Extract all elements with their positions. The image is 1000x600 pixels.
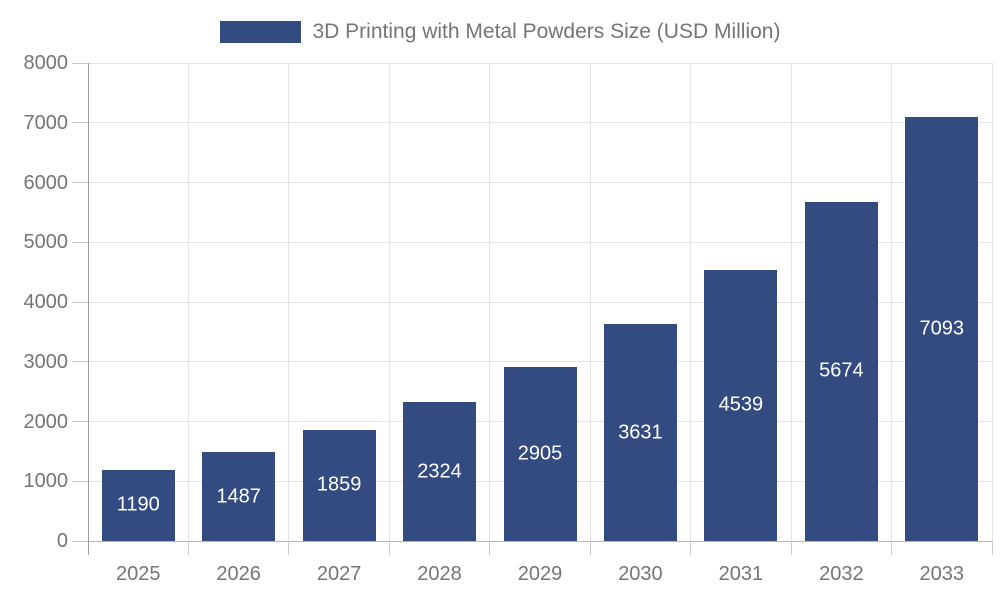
y-axis-label: 7000 — [23, 111, 69, 134]
bar[interactable] — [101, 469, 175, 541]
bar[interactable] — [202, 452, 276, 541]
x-gridline — [187, 63, 189, 541]
x-axis-label: 2028 — [417, 563, 462, 585]
bar-value-label: 4539 — [718, 393, 764, 416]
x-axis-label: 2033 — [919, 563, 965, 585]
y-axis-label: 2000 — [23, 410, 69, 433]
x-gridline — [288, 63, 290, 541]
y-gridline — [88, 241, 992, 243]
y-axis-tick — [72, 540, 88, 542]
bar[interactable] — [403, 402, 477, 541]
bar-value-label: 1859 — [316, 473, 362, 496]
x-gridline — [388, 63, 390, 541]
y-axis-label: 0 — [56, 530, 68, 552]
x-gridline — [891, 63, 893, 541]
x-axis-tick — [690, 541, 692, 555]
x-axis-label: 2032 — [819, 563, 864, 585]
y-gridline — [88, 122, 992, 124]
y-gridline — [88, 182, 992, 183]
bar[interactable] — [603, 324, 677, 541]
x-axis-label: 2025 — [115, 563, 161, 585]
y-axis-label: 3000 — [23, 350, 69, 373]
bar-value-label: 7093 — [919, 317, 965, 340]
x-axis-label: 2026 — [216, 563, 261, 585]
y-gridline — [88, 301, 992, 303]
x-gridline — [790, 63, 792, 541]
legend[interactable]: 3D Printing with Metal Powders Size (USD… — [0, 20, 1000, 44]
x-axis-label: 2029 — [517, 563, 563, 585]
x-axis-tick — [589, 541, 591, 555]
y-axis-tick — [72, 122, 88, 124]
y-axis-tick — [72, 62, 88, 64]
y-axis-tick — [72, 301, 88, 303]
x-axis-tick — [891, 541, 893, 555]
bar[interactable] — [804, 201, 878, 541]
y-axis-tick — [72, 182, 88, 183]
bar[interactable] — [905, 117, 979, 541]
y-axis-label: 1000 — [23, 470, 69, 493]
x-axis-tick — [489, 541, 491, 555]
bar[interactable] — [302, 429, 376, 541]
y-axis-tick — [72, 480, 88, 482]
bar-value-label: 3631 — [618, 421, 663, 444]
x-axis-label: 2030 — [618, 563, 663, 585]
x-axis-label: 2031 — [718, 563, 764, 585]
x-axis-tick — [991, 541, 993, 555]
y-axis-label: 5000 — [23, 231, 69, 254]
y-axis-tick — [72, 241, 88, 243]
legend-swatch — [219, 21, 301, 43]
x-gridline — [690, 63, 692, 541]
y-gridline — [88, 540, 992, 542]
x-axis-label: 2027 — [316, 563, 362, 585]
bar[interactable] — [503, 367, 577, 541]
bar-value-label: 1487 — [216, 485, 261, 508]
bar-value-label: 1190 — [116, 493, 160, 516]
bar-value-label: 5674 — [819, 359, 864, 382]
x-gridline — [991, 63, 993, 541]
y-gridline — [88, 62, 992, 64]
y-axis-label: 4000 — [23, 291, 69, 313]
y-gridline — [88, 361, 992, 363]
plot-area: 0 1000 2000 3000 4000 5000 6000 7000 8000 1190 202… — [24, 52, 993, 585]
bar[interactable] — [704, 269, 778, 541]
x-gridline — [589, 63, 591, 541]
x-axis-tick — [388, 541, 390, 555]
legend-label: 3D Printing with Metal Powders Size (USD… — [312, 20, 781, 43]
y-axis-label: 6000 — [23, 171, 69, 194]
bar-value-label: 2324 — [417, 460, 462, 483]
x-axis-tick — [187, 541, 189, 555]
bar-value-label: 2905 — [517, 442, 563, 465]
y-axis-tick — [72, 421, 88, 422]
y-axis-tick — [72, 361, 88, 363]
x-axis-tick — [288, 541, 290, 555]
y-axis-label: 8000 — [23, 52, 69, 74]
y-axis-line — [88, 63, 89, 555]
x-gridline — [489, 63, 491, 541]
x-axis-tick — [790, 541, 792, 555]
